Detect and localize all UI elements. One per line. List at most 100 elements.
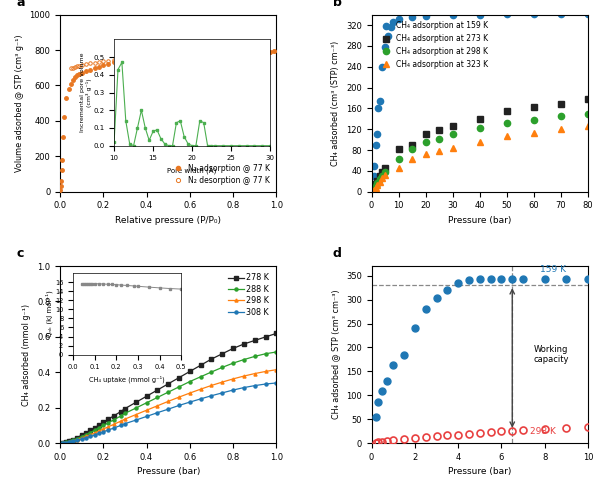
- Text: d: d: [332, 247, 341, 260]
- N₂ desorption @ 77 K: [74, 63, 81, 69]
- CH₄ adsorption at 273 K: [370, 186, 377, 192]
- CH₄ adsorption at 323 K: [449, 145, 457, 151]
- 288 K: [59, 440, 66, 446]
- 298 K: [74, 437, 81, 443]
- Text: 298 K: 298 K: [530, 427, 556, 435]
- CH₄ adsorption at 298 K: [436, 136, 443, 142]
- 278 K: [91, 425, 98, 431]
- CH₄ adsorption at 159 K: [409, 14, 416, 20]
- 308 K: [65, 439, 72, 445]
- 278 K: [197, 362, 204, 368]
- 278 K: [65, 438, 72, 444]
- 298 K: [208, 382, 215, 388]
- N₂ desorption @ 77 K: [100, 58, 107, 64]
- N₂ desorption @ 77 K: [197, 52, 204, 58]
- N₂ desorption @ 77 K: [121, 56, 128, 62]
- N₂ desorption @ 77 K: [76, 63, 83, 69]
- N₂ adsorption @ 77 K: [262, 49, 269, 55]
- N₂ adsorption @ 77 K: [241, 51, 248, 56]
- CH₄ adsorption at 159 K: [384, 34, 391, 39]
- 278 K: [273, 331, 280, 337]
- 278 K: [230, 345, 237, 351]
- CH₄ adsorption at 273 K: [557, 101, 565, 107]
- N₂ desorption @ 77 K: [78, 62, 85, 68]
- N₂ adsorption @ 77 K: [266, 49, 274, 55]
- N₂ desorption @ 77 K: [71, 64, 79, 70]
- Legend: CH₄ adsorption at 159 K, CH₄ adsorption at 273 K, CH₄ adsorption at 298 K, CH₄ a: CH₄ adsorption at 159 K, CH₄ adsorption …: [376, 19, 491, 72]
- 278 K: [61, 440, 68, 446]
- Line: 278 K: 278 K: [61, 332, 278, 445]
- N₂ desorption @ 77 K: [154, 54, 161, 60]
- 278 K: [208, 356, 215, 362]
- 298 K: [175, 394, 182, 400]
- 308 K: [132, 417, 139, 423]
- CH₄ adsorption at 323 K: [376, 179, 383, 185]
- 308 K: [91, 432, 98, 438]
- N₂ desorption @ 77 K: [175, 53, 182, 58]
- CH₄ adsorption at 298 K: [409, 146, 416, 152]
- 308 K: [61, 440, 68, 446]
- 308 K: [121, 421, 128, 427]
- N₂ adsorption @ 77 K: [71, 75, 79, 80]
- 278 K: [175, 375, 182, 380]
- CH₄ adsorption at 323 K: [409, 156, 416, 162]
- 298 K: [121, 416, 128, 422]
- N₂ desorption @ 77 K: [186, 53, 193, 58]
- N₂ adsorption @ 77 K: [251, 50, 259, 56]
- 288 K: [95, 425, 103, 431]
- 288 K: [82, 432, 89, 438]
- 308 K: [95, 431, 103, 436]
- 278 K: [164, 381, 172, 387]
- 288 K: [273, 349, 280, 355]
- CH₄ adsorption at 273 K: [449, 123, 457, 129]
- 298 K: [82, 433, 89, 439]
- N₂ adsorption @ 77 K: [82, 68, 89, 74]
- N₂ adsorption @ 77 K: [110, 59, 118, 65]
- CH₄ adsorption at 273 K: [370, 187, 377, 193]
- CH₄ adsorption at 273 K: [584, 96, 592, 102]
- 298 K: [110, 421, 118, 427]
- N₂ desorption @ 77 K: [91, 60, 98, 66]
- N₂ desorption @ 77 K: [247, 50, 254, 56]
- CH₄ adsorption at 273 K: [373, 178, 380, 184]
- CH₄ adsorption at 159 K: [372, 142, 379, 148]
- Line: 298 K: 298 K: [61, 368, 278, 445]
- 308 K: [117, 423, 124, 429]
- CH₄ adsorption at 273 K: [422, 131, 430, 137]
- 278 K: [100, 419, 107, 425]
- CH₄ adsorption at 159 K: [376, 97, 383, 103]
- N₂ adsorption @ 77 K: [100, 62, 107, 68]
- 298 K: [262, 369, 269, 375]
- X-axis label: Pressure (bar): Pressure (bar): [448, 216, 511, 225]
- N₂ desorption @ 77 K: [95, 59, 103, 65]
- 288 K: [197, 374, 204, 380]
- N₂ adsorption @ 77 K: [56, 187, 64, 192]
- N₂ adsorption @ 77 K: [65, 86, 72, 92]
- N₂ adsorption @ 77 K: [164, 53, 172, 59]
- CH₄ adsorption at 273 K: [376, 173, 383, 179]
- CH₄ adsorption at 298 K: [395, 156, 402, 162]
- 308 K: [262, 381, 269, 387]
- 308 K: [273, 380, 280, 386]
- 288 K: [110, 417, 118, 423]
- 288 K: [262, 351, 269, 356]
- 278 K: [78, 432, 85, 438]
- 288 K: [86, 430, 94, 435]
- 308 K: [208, 393, 215, 399]
- 308 K: [74, 437, 81, 443]
- CH₄ adsorption at 298 K: [503, 120, 511, 126]
- Y-axis label: CH₄ adsorbed @ STP (cm³ cm⁻³): CH₄ adsorbed @ STP (cm³ cm⁻³): [331, 290, 340, 419]
- Text: b: b: [332, 0, 341, 9]
- CH₄ adsorption at 323 K: [370, 187, 377, 193]
- N₂ adsorption @ 77 K: [57, 184, 64, 189]
- 278 K: [241, 341, 248, 347]
- CH₄ adsorption at 298 K: [371, 186, 378, 192]
- 298 K: [186, 390, 193, 396]
- 278 K: [86, 428, 94, 433]
- 308 K: [59, 440, 66, 446]
- N₂ adsorption @ 77 K: [121, 58, 128, 64]
- 288 K: [67, 438, 74, 444]
- Legend: 278 K, 288 K, 298 K, 308 K: 278 K, 288 K, 298 K, 308 K: [224, 270, 272, 320]
- N₂ desorption @ 77 K: [164, 53, 172, 59]
- 288 K: [218, 364, 226, 370]
